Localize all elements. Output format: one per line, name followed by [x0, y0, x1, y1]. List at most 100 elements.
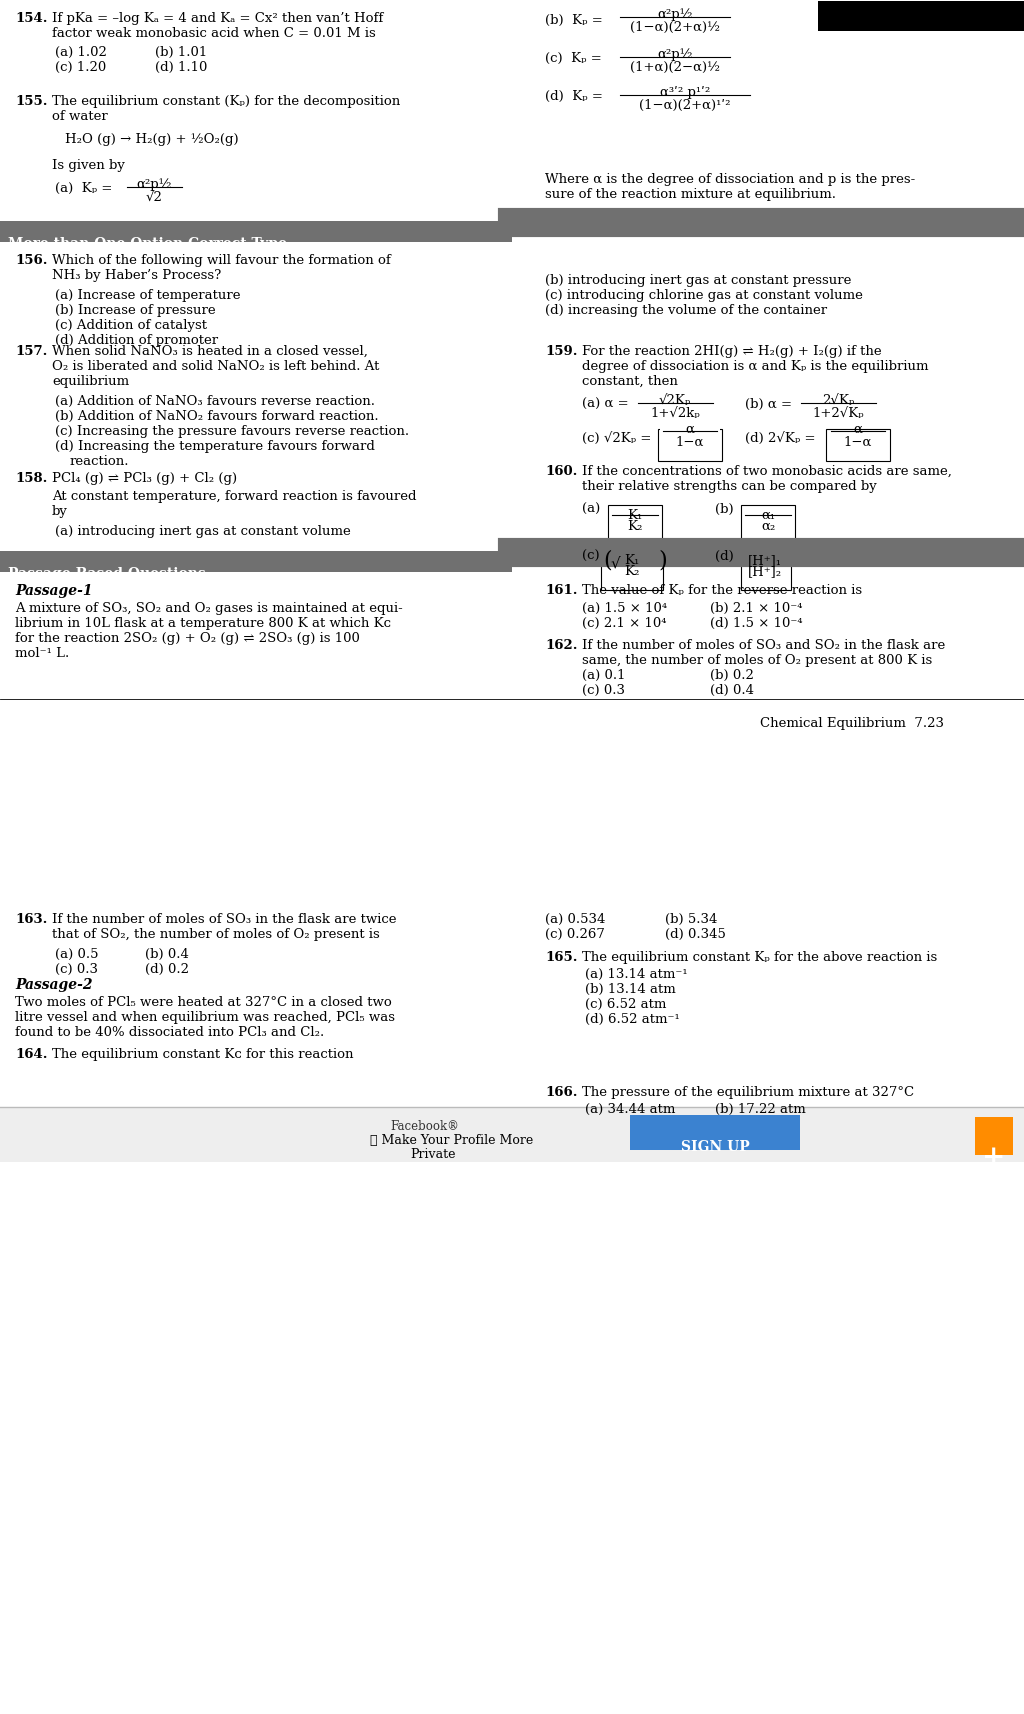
Text: 164.: 164. [15, 1047, 47, 1061]
Text: (d) 1.10: (d) 1.10 [155, 62, 208, 74]
Text: mol⁻¹ L.: mol⁻¹ L. [15, 646, 70, 660]
Text: (d) 0.2: (d) 0.2 [145, 963, 189, 975]
Text: K₂: K₂ [628, 519, 643, 533]
Text: Chemical Equilibrium  7.23: Chemical Equilibrium 7.23 [760, 716, 944, 730]
Text: When solid NaNO₃ is heated in a closed vessel,: When solid NaNO₃ is heated in a closed v… [52, 345, 368, 358]
FancyBboxPatch shape [741, 506, 795, 543]
Text: degree of dissociation is α and Kₚ is the equilibrium: degree of dissociation is α and Kₚ is th… [582, 360, 929, 372]
Text: by: by [52, 504, 68, 518]
Text: The equilibrium constant Kₚ for the above reaction is: The equilibrium constant Kₚ for the abov… [582, 951, 937, 963]
Text: 22 / 4: 22 / 4 [891, 21, 951, 39]
Text: (c) 1.20: (c) 1.20 [55, 62, 106, 74]
Text: sure of the reaction mixture at equilibrium.: sure of the reaction mixture at equilibr… [545, 189, 836, 201]
Text: (c) 0.3: (c) 0.3 [55, 963, 98, 975]
Text: (b) 13.14 atm: (b) 13.14 atm [585, 982, 676, 996]
Text: The equilibrium constant (Kₚ) for the decomposition: The equilibrium constant (Kₚ) for the de… [52, 94, 400, 108]
Text: (d)  Kₚ =: (d) Kₚ = [545, 89, 603, 103]
Text: (d) increasing the volume of the container: (d) increasing the volume of the contain… [545, 303, 827, 317]
Text: H₂O (g) → H₂(g) + ½O₂(g): H₂O (g) → H₂(g) + ½O₂(g) [65, 134, 239, 146]
Text: 2√Kₚ: 2√Kₚ [822, 394, 854, 406]
Text: The value of Kₚ for the reverse reaction is: The value of Kₚ for the reverse reaction… [582, 584, 862, 596]
Text: 155.: 155. [15, 94, 47, 108]
Text: (a) introducing inert gas at constant volume: (a) introducing inert gas at constant vo… [55, 524, 351, 538]
Text: If the number of moles of SO₃ and SO₂ in the flask are: If the number of moles of SO₃ and SO₂ in… [582, 639, 945, 651]
Text: (d) Increasing the temperature favours forward: (d) Increasing the temperature favours f… [55, 440, 375, 452]
Text: (d): (d) [715, 550, 734, 562]
Text: ): ) [658, 550, 667, 572]
Bar [660, 417, 720, 444]
Text: (d) 0.345: (d) 0.345 [665, 927, 726, 941]
Text: (c) √2Kₚ =: (c) √2Kₚ = [582, 432, 651, 444]
Text: 1+√2kₚ: 1+√2kₚ [650, 406, 699, 420]
Text: K₁: K₁ [625, 554, 640, 567]
FancyBboxPatch shape [741, 552, 791, 591]
Text: that of SO₂, the number of moles of O₂ present is: that of SO₂, the number of moles of O₂ p… [52, 927, 380, 941]
Text: 162.: 162. [545, 639, 578, 651]
Text: 165.: 165. [545, 951, 578, 963]
Text: K₂: K₂ [625, 564, 640, 578]
Text: (c) Addition of catalyst: (c) Addition of catalyst [55, 319, 207, 333]
Text: (d) 6.52 atm⁻¹: (d) 6.52 atm⁻¹ [585, 1013, 680, 1025]
Text: Private: Private [410, 1147, 456, 1160]
Text: [H⁺]₂: [H⁺]₂ [748, 564, 782, 578]
Text: (d) 1.5 × 10⁻⁴: (d) 1.5 × 10⁻⁴ [710, 617, 803, 629]
Text: Two moles of PCl₅ were heated at 327°C in a closed two: Two moles of PCl₅ were heated at 327°C i… [15, 996, 392, 1008]
Text: 1−α: 1−α [844, 435, 872, 449]
FancyBboxPatch shape [608, 506, 662, 543]
Text: (: ( [603, 550, 611, 572]
Text: equilibrium: equilibrium [52, 375, 129, 387]
Text: (b) 2.1 × 10⁻⁴: (b) 2.1 × 10⁻⁴ [710, 602, 803, 615]
Text: Passage Based Questions: Passage Based Questions [8, 567, 206, 581]
Bar [0, 221, 512, 243]
Text: SIGN UP: SIGN UP [681, 1140, 750, 1154]
Text: K₁: K₁ [628, 509, 643, 521]
Text: The equilibrium constant Kᴄ for this reaction: The equilibrium constant Kᴄ for this rea… [52, 1047, 353, 1061]
Text: A mixture of SO₃, SO₂ and O₂ gases is maintained at equi-: A mixture of SO₃, SO₂ and O₂ gases is ma… [15, 602, 402, 615]
Text: found to be 40% dissociated into PCl₃ and Cl₂.: found to be 40% dissociated into PCl₃ an… [15, 1025, 325, 1039]
Text: 154.: 154. [15, 12, 47, 26]
Text: α²p½: α²p½ [136, 178, 172, 190]
Text: ⓘ Make Your Profile More: ⓘ Make Your Profile More [370, 1133, 534, 1147]
Text: 159.: 159. [545, 345, 578, 358]
Text: (d) Addition of promoter: (d) Addition of promoter [55, 334, 218, 346]
Text: (a)  Kₚ =: (a) Kₚ = [55, 182, 113, 195]
Text: (d) 0.4: (d) 0.4 [710, 684, 754, 696]
Text: librium in 10L flask at a temperature 800 K at which Kᴄ: librium in 10L flask at a temperature 80… [15, 617, 391, 629]
Text: their relative strengths can be compared by: their relative strengths can be compared… [582, 480, 877, 492]
Text: α: α [685, 423, 694, 435]
Text: 1−α: 1−α [676, 435, 705, 449]
Text: (a) 1.5 × 10⁴: (a) 1.5 × 10⁴ [582, 602, 667, 615]
Text: (a) 34.44 atm: (a) 34.44 atm [585, 1102, 676, 1116]
Text: (a) 0.1: (a) 0.1 [582, 668, 626, 682]
Text: (c) Increasing the pressure favours reverse reaction.: (c) Increasing the pressure favours reve… [55, 425, 410, 437]
Text: More than One Option Correct Type: More than One Option Correct Type [8, 237, 287, 250]
Text: α₁: α₁ [761, 509, 775, 521]
Text: (b) introducing inert gas at constant pressure: (b) introducing inert gas at constant pr… [545, 274, 851, 286]
Text: +: + [982, 1143, 1006, 1171]
Text: NH₃ by Haber’s Process?: NH₃ by Haber’s Process? [52, 269, 221, 281]
Text: α: α [854, 423, 862, 435]
Text: (b) 1.01: (b) 1.01 [155, 46, 207, 58]
Text: constant, then: constant, then [582, 375, 678, 387]
Text: (b) Addition of NaNO₂ favours forward reaction.: (b) Addition of NaNO₂ favours forward re… [55, 410, 379, 423]
Text: O₂ is liberated and solid NaNO₂ is left behind. At: O₂ is liberated and solid NaNO₂ is left … [52, 360, 379, 372]
Text: At constant temperature, forward reaction is favoured: At constant temperature, forward reactio… [52, 490, 417, 502]
Text: [H⁺]₁: [H⁺]₁ [748, 554, 782, 567]
Text: 166.: 166. [545, 1085, 578, 1099]
Text: (b) 5.34: (b) 5.34 [665, 912, 718, 926]
Text: (a) Increase of temperature: (a) Increase of temperature [55, 290, 241, 302]
Text: litre vessel and when equilibrium was reached, PCl₅ was: litre vessel and when equilibrium was re… [15, 1011, 395, 1023]
Bar [975, 1118, 1013, 1155]
Bar [0, 552, 512, 572]
Text: (b) 0.4: (b) 0.4 [145, 948, 188, 960]
Text: Which of the following will favour the formation of: Which of the following will favour the f… [52, 254, 391, 267]
Bar [818, 2, 1024, 33]
Text: (a) 0.5: (a) 0.5 [55, 948, 98, 960]
Text: (a) 0.534: (a) 0.534 [545, 912, 605, 926]
Text: 163.: 163. [15, 912, 47, 926]
FancyBboxPatch shape [658, 430, 722, 461]
Text: For the reaction 2HI(g) ⇌ H₂(g) + I₂(g) if the: For the reaction 2HI(g) ⇌ H₂(g) + I₂(g) … [582, 345, 882, 358]
Text: (1−α)(2+α)½: (1−α)(2+α)½ [630, 21, 720, 34]
Text: If pKa = –log Kₐ = 4 and Kₐ = Cx² then van’t Hoff: If pKa = –log Kₐ = 4 and Kₐ = Cx² then v… [52, 12, 383, 26]
Text: 160.: 160. [545, 464, 578, 478]
